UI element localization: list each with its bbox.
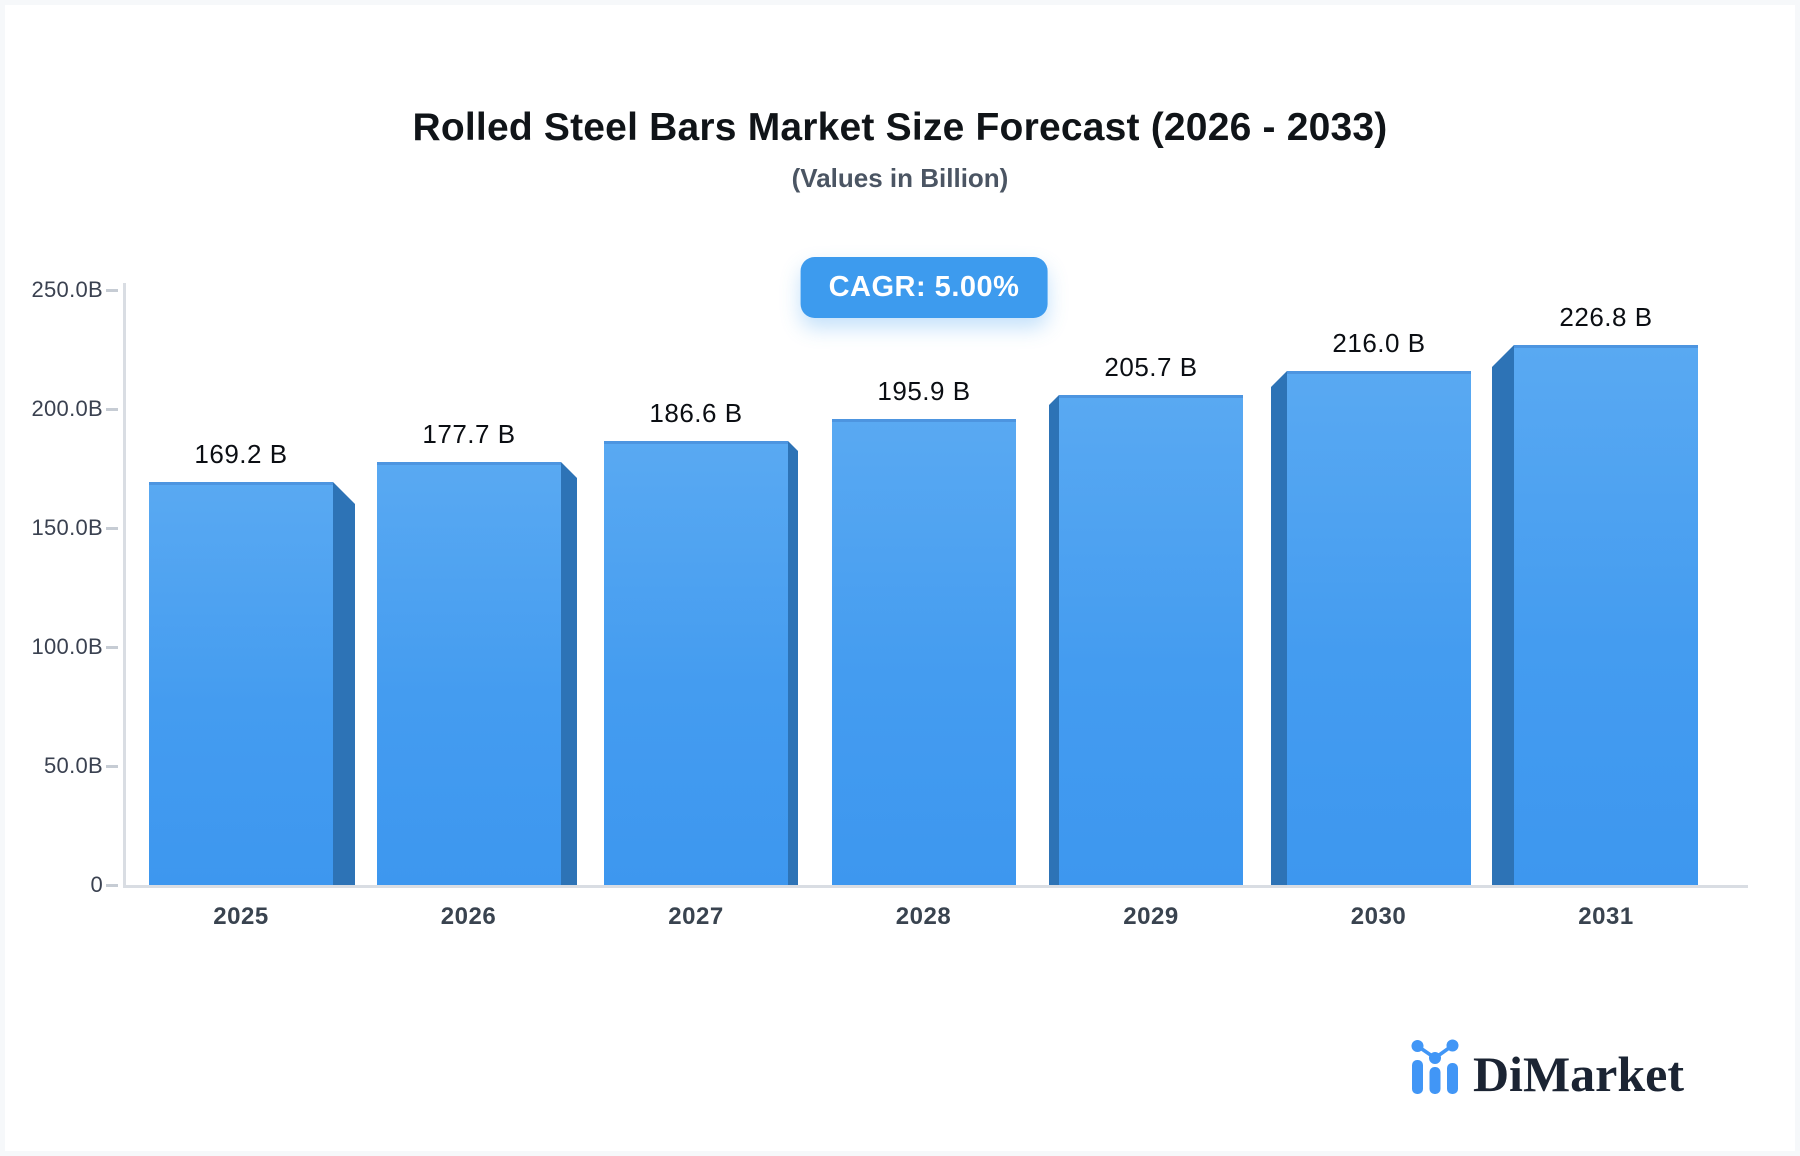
y-axis-tick-mark (106, 527, 118, 530)
bar-side-3d (1049, 395, 1059, 885)
bar-face (1059, 395, 1243, 885)
bar-side-3d (788, 441, 798, 885)
bar-2031[interactable] (1492, 345, 1698, 885)
y-axis-label: 250.0B (31, 277, 103, 302)
bar-side-3d (1492, 345, 1514, 885)
x-axis-label-2026: 2026 (440, 903, 497, 930)
x-axis-label-2028: 2028 (895, 903, 952, 930)
bar-value-label: 186.6 B (649, 398, 743, 428)
bar-2029[interactable] (1049, 395, 1243, 885)
y-axis-label: 100.0B (31, 634, 103, 659)
bar-value-label: 177.7 B (422, 419, 516, 449)
x-axis-baseline (123, 885, 1748, 888)
bar-face (1514, 345, 1698, 885)
y-axis-label: 50.0B (44, 753, 103, 778)
bar-value-label: 226.8 B (1559, 302, 1653, 332)
bar-value-label: 195.9 B (877, 376, 971, 406)
bar-side-3d (561, 462, 577, 885)
bar-chart-dots-logo-icon (1409, 1038, 1461, 1099)
bar-face (1287, 371, 1471, 885)
x-axis-label-2030: 2030 (1350, 903, 1407, 930)
y-axis-label: 0 (90, 872, 103, 897)
bar-2025[interactable] (149, 482, 355, 885)
bar-side-3d (1271, 371, 1287, 885)
bar-face (604, 441, 788, 885)
x-axis-label-2025: 2025 (213, 903, 269, 930)
bar-face (149, 482, 333, 885)
bar-value-label: 205.7 B (1104, 352, 1198, 382)
cagr-badge: CAGR: 5.00% (800, 257, 1048, 318)
bar-2026[interactable] (377, 462, 577, 885)
bar-side-3d (333, 482, 355, 885)
bar-value-label: 169.2 B (194, 439, 288, 469)
chart-subtitle: (Values in Billion) (791, 163, 1009, 193)
y-axis-tick-mark (106, 646, 118, 649)
y-axis-line (123, 283, 126, 885)
brand-logo-text: DiMarket (1472, 1046, 1684, 1102)
y-axis-tick-mark (106, 884, 118, 887)
y-axis-tick-mark (106, 289, 118, 292)
bar-2030[interactable] (1271, 371, 1471, 885)
y-axis-tick-mark (106, 408, 118, 411)
y-axis-label: 200.0B (31, 396, 103, 421)
bar-face (377, 462, 561, 885)
bar-2027[interactable] (604, 441, 798, 885)
x-axis-label-2031: 2031 (1578, 903, 1634, 930)
brand-logo[interactable]: DiMarket (1409, 1038, 1684, 1099)
x-axis-label-2029: 2029 (1123, 903, 1179, 930)
chart-title: Rolled Steel Bars Market Size Forecast (… (412, 106, 1388, 149)
y-axis-label: 150.0B (31, 515, 103, 540)
x-axis-label-2027: 2027 (668, 903, 724, 930)
bar-value-label: 216.0 B (1332, 328, 1426, 358)
bar-face (832, 419, 1016, 885)
plot-area: 250.0B 200.0B 150.0B 100.0B 50.0B 0 169.2 B 20… (31, 277, 1748, 930)
bar-2028[interactable] (832, 419, 1016, 885)
y-axis-tick-mark (106, 765, 118, 768)
